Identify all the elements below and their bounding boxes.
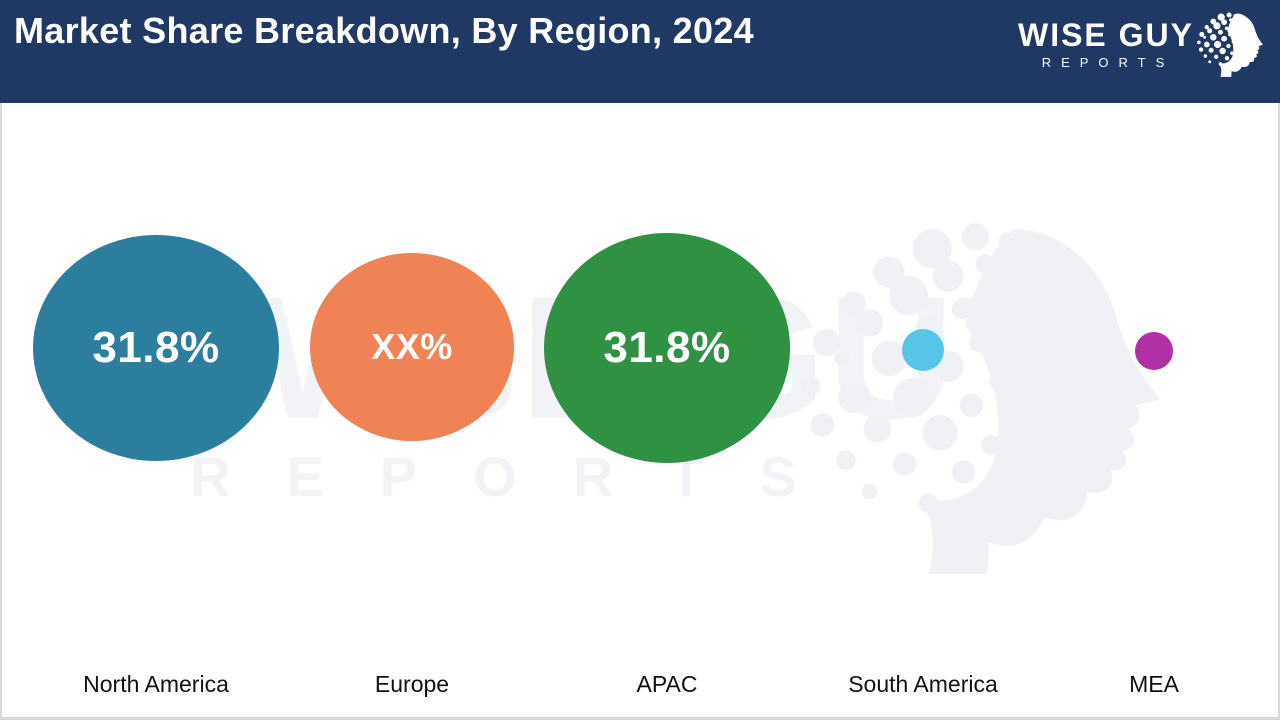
logo-wordmark: WISE GUY: [1017, 17, 1194, 54]
page-title: Market Share Breakdown, By Region, 2024: [14, 10, 754, 51]
category-label-north-america: North America: [83, 671, 229, 697]
category-label-apac: APAC: [636, 671, 698, 697]
bubble-value-label: 31.8%: [603, 323, 731, 372]
category-label-south-america: South America: [848, 671, 998, 697]
bubble-europe: XX%: [310, 253, 514, 441]
bubble-north-america: 31.8%: [33, 235, 279, 461]
chart-area: WISE GUY REPORTS 31.8%XX%31.8% North Ame…: [0, 103, 1280, 720]
bubble-value-label: 31.8%: [92, 323, 220, 372]
brand-logo-text: WISE GUY REPORTS: [1018, 19, 1194, 70]
watermark-face-icon: [800, 223, 1160, 574]
bubble-south-america: [902, 329, 944, 371]
bubble-value-label: XX%: [371, 326, 453, 367]
bubble-apac: 31.8%: [544, 233, 790, 463]
bubble-mea: [1135, 332, 1173, 370]
watermark-subtext: REPORTS: [190, 445, 853, 508]
category-label-europe: Europe: [374, 671, 450, 697]
logo-face-icon: [1197, 12, 1263, 77]
brand-logo: WISE GUY REPORTS: [1018, 12, 1268, 77]
header-bar: Market Share Breakdown, By Region, 2024 …: [0, 0, 1280, 103]
logo-subtext: REPORTS: [1041, 54, 1175, 70]
category-label-mea: MEA: [1129, 671, 1179, 697]
